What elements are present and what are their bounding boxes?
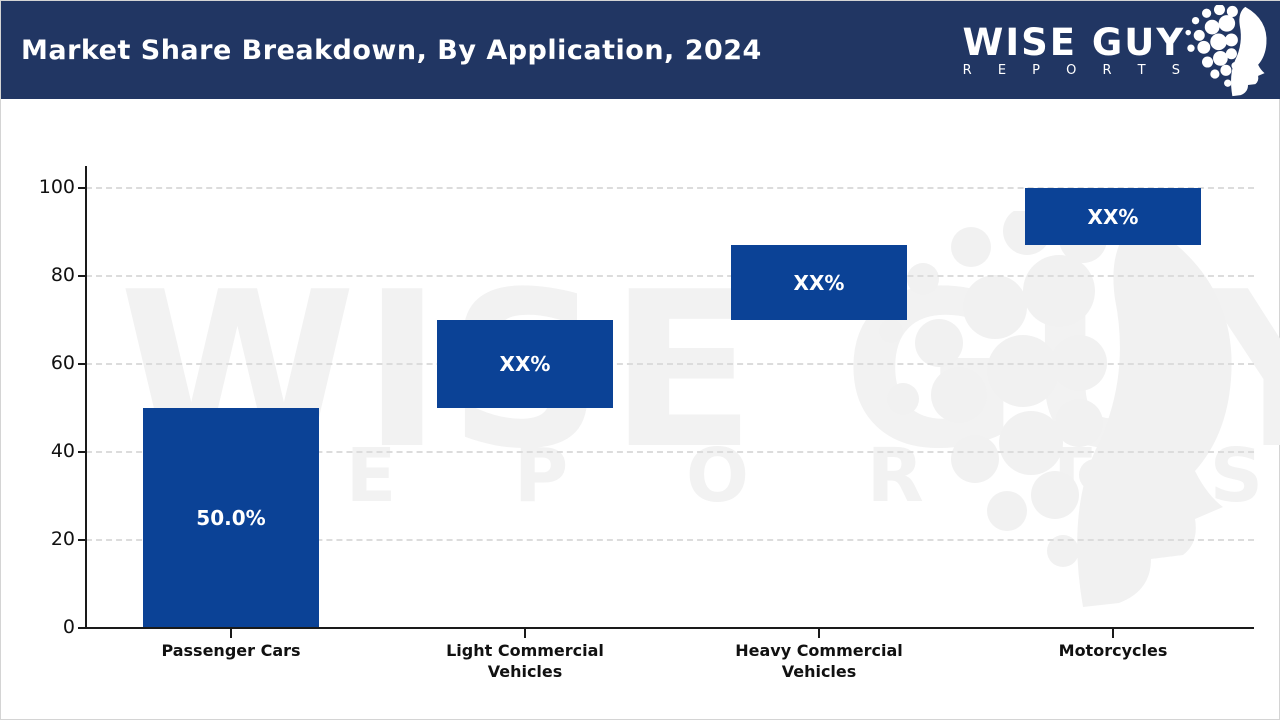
bar-value-label: XX% [1087, 204, 1139, 229]
y-tick-label-0: 0 [62, 616, 75, 638]
watermark-head-icon [879, 211, 1232, 607]
y-tick-label-100: 100 [38, 176, 75, 198]
wise-guy-logo: WISE GUY R E P O R T S [957, 5, 1273, 97]
bar-passenger-cars: 50.0% [143, 408, 319, 628]
y-tick-60 [78, 363, 85, 365]
y-tick-20 [78, 539, 85, 541]
x-category-label-heavy-commercial-vehicles: Heavy Commercial Vehicles [735, 641, 903, 681]
logo-subtitle: R E P O R T S [962, 63, 1191, 79]
y-axis-line [85, 166, 87, 629]
y-tick-label-40: 40 [50, 440, 75, 462]
y-tick-100 [78, 187, 85, 189]
gridline-40 [86, 451, 1254, 453]
gridline-100 [86, 187, 1254, 189]
y-tick-label-80: 80 [50, 264, 75, 286]
logo-text: WISE GUY R E P O R T S [957, 20, 1191, 79]
x-tick-light-commercial-vehicles [524, 629, 526, 638]
bar-value-label: XX% [499, 352, 551, 376]
x-tick-passenger-cars [230, 629, 232, 638]
bar-value-label: 50.0% [196, 506, 266, 530]
y-tick-80 [78, 275, 85, 277]
logo-wordmark: WISE GUY [962, 20, 1186, 64]
bar-value-label: XX% [793, 270, 845, 295]
x-category-label-motorcycles: Motorcycles [1058, 641, 1168, 660]
y-tick-0 [78, 627, 85, 629]
header-bar: Market Share Breakdown, By Application, … [1, 1, 1280, 99]
x-category-label-passenger-cars: Passenger Cars [161, 641, 301, 660]
x-axis-line [85, 627, 1254, 629]
gridline-60 [86, 363, 1254, 365]
bar-light-commercial-vehicles: XX% [437, 320, 613, 408]
x-tick-heavy-commercial-vehicles [818, 629, 820, 638]
y-tick-40 [78, 451, 85, 453]
gridline-80 [86, 275, 1254, 277]
gridline-20 [86, 539, 1254, 541]
logo-head-icon [1185, 5, 1267, 97]
y-tick-label-60: 60 [50, 352, 75, 374]
y-tick-label-20: 20 [50, 528, 75, 550]
bar-motorcycles: XX% [1025, 188, 1201, 246]
bar-heavy-commercial-vehicles: XX% [731, 245, 907, 320]
page-title: Market Share Breakdown, By Application, … [21, 34, 762, 66]
x-tick-motorcycles [1112, 629, 1114, 638]
x-category-label-light-commercial-vehicles: Light Commercial Vehicles [446, 641, 604, 681]
